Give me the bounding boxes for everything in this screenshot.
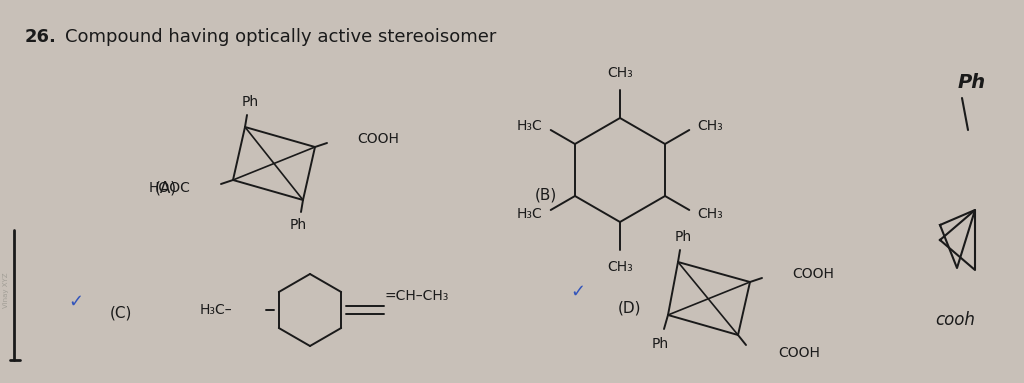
Text: =CH–CH₃: =CH–CH₃ xyxy=(384,289,449,303)
Text: (C): (C) xyxy=(110,306,132,321)
Text: CH₃: CH₃ xyxy=(607,260,633,274)
Text: H₃C–: H₃C– xyxy=(200,303,232,317)
Text: Ph: Ph xyxy=(290,218,306,232)
Text: H₃C: H₃C xyxy=(517,119,543,133)
Text: COOH: COOH xyxy=(792,267,834,281)
Text: ✓: ✓ xyxy=(68,293,83,311)
Text: Vinay XYZ: Vinay XYZ xyxy=(3,272,9,308)
Text: Ph: Ph xyxy=(675,230,691,244)
Text: COOH: COOH xyxy=(778,346,820,360)
Text: COOH: COOH xyxy=(357,132,399,146)
Text: 26.: 26. xyxy=(25,28,57,46)
Text: cooh: cooh xyxy=(935,311,975,329)
Text: HOOC: HOOC xyxy=(150,181,191,195)
Text: H₃C: H₃C xyxy=(517,207,543,221)
Text: CH₃: CH₃ xyxy=(697,119,723,133)
Text: CH₃: CH₃ xyxy=(697,207,723,221)
Text: (B): (B) xyxy=(535,188,557,203)
Text: Ph: Ph xyxy=(958,72,986,92)
Text: (D): (D) xyxy=(618,301,641,316)
Text: ✓: ✓ xyxy=(570,283,585,301)
Text: CH₃: CH₃ xyxy=(607,66,633,80)
Text: Compound having optically active stereoisomer: Compound having optically active stereoi… xyxy=(65,28,497,46)
Text: Ph: Ph xyxy=(651,337,669,351)
Text: (A): (A) xyxy=(155,180,177,195)
Text: Ph: Ph xyxy=(242,95,259,109)
